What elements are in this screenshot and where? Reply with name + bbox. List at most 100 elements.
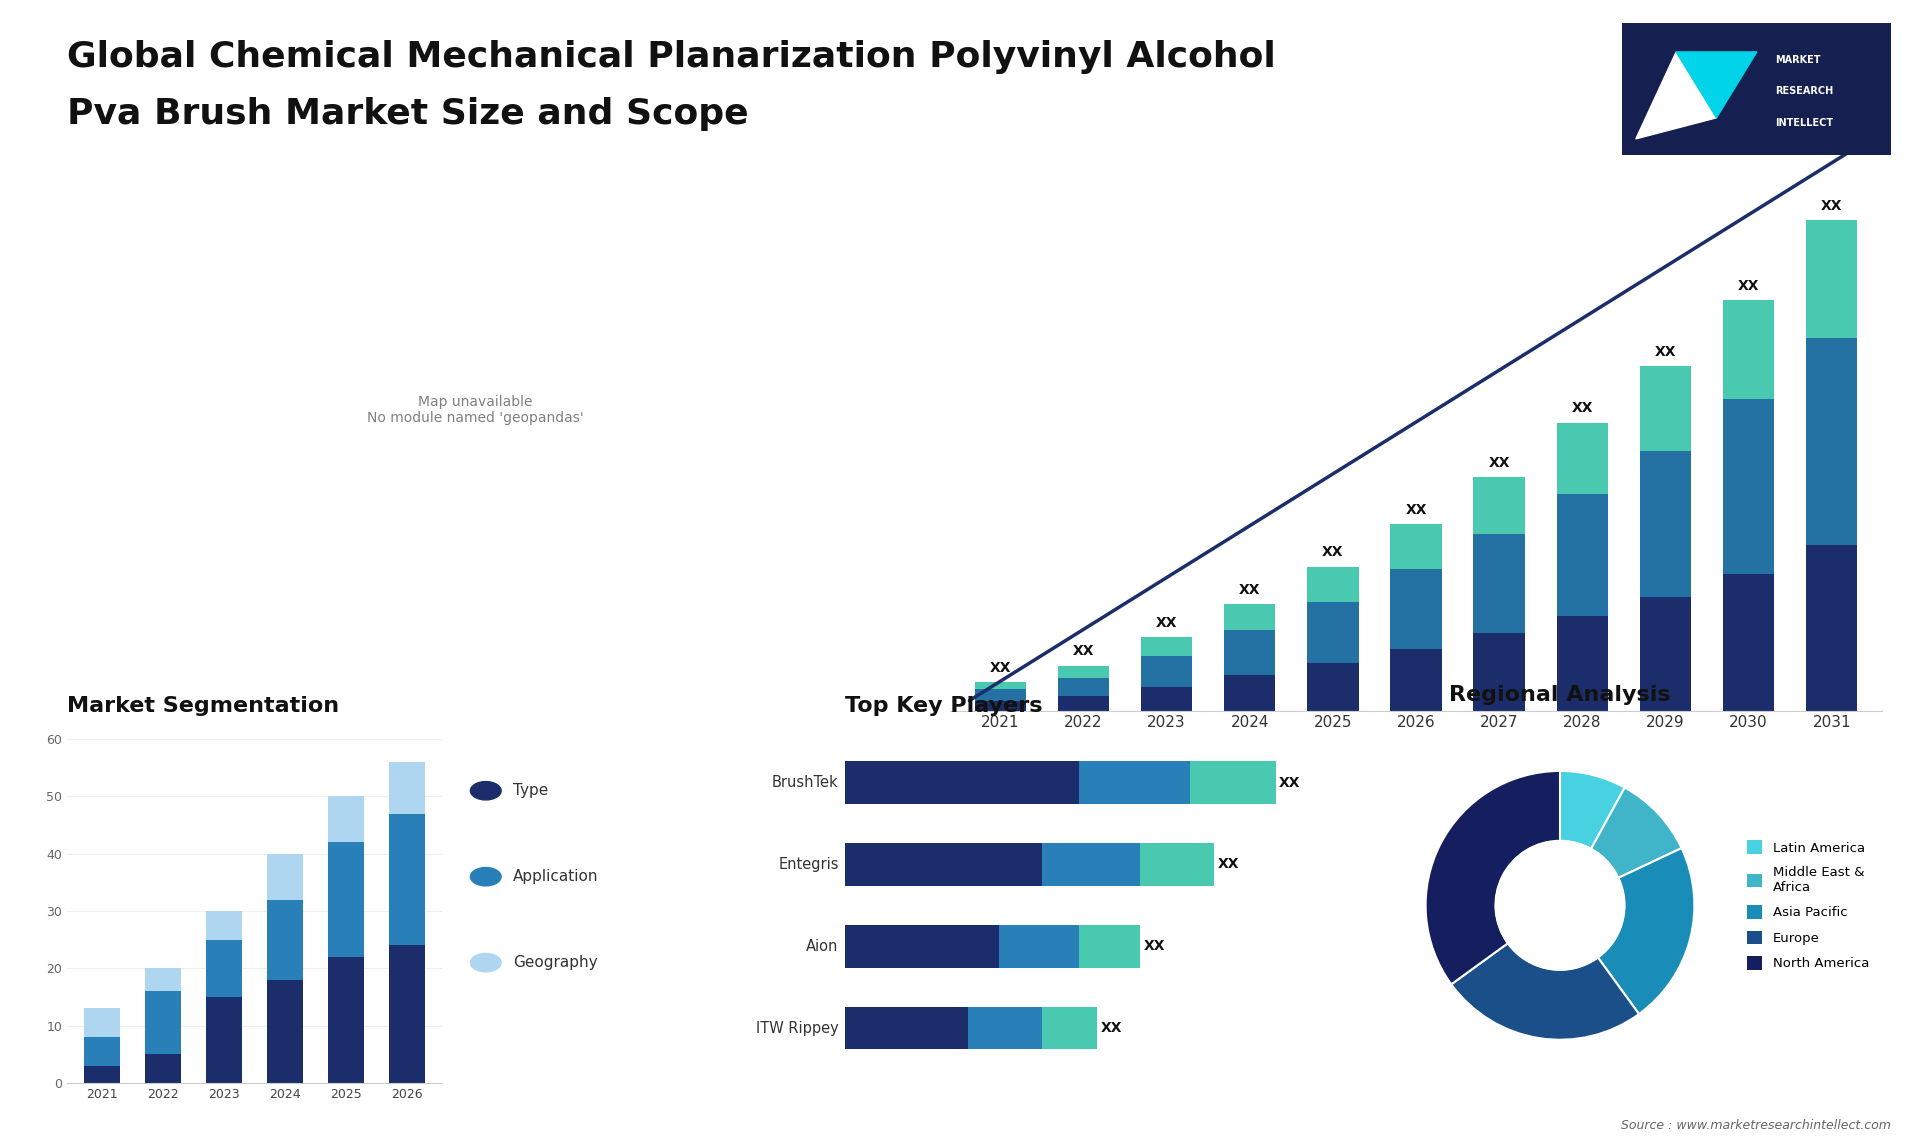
Bar — [205, 911, 242, 940]
Bar — [1390, 524, 1442, 570]
Bar — [146, 1054, 180, 1083]
Legend: Latin America, Middle East &
Africa, Asia Pacific, Europe, North America: Latin America, Middle East & Africa, Asi… — [1741, 835, 1874, 975]
Bar — [1640, 367, 1692, 452]
Bar — [328, 796, 363, 842]
Text: Top Key Players: Top Key Players — [845, 697, 1043, 716]
Bar — [968, 1007, 1043, 1050]
Bar — [84, 1037, 119, 1066]
Bar — [1557, 423, 1609, 494]
Text: ITW Rippey: ITW Rippey — [756, 1021, 839, 1036]
Text: XX: XX — [1100, 1021, 1121, 1035]
Bar — [1807, 338, 1857, 545]
Bar — [1058, 666, 1110, 677]
Bar — [975, 701, 1025, 711]
Bar — [845, 925, 998, 967]
Bar — [1390, 570, 1442, 649]
Bar — [1473, 477, 1524, 534]
Bar — [328, 842, 363, 957]
Text: XX: XX — [1323, 545, 1344, 559]
Text: XX: XX — [1156, 617, 1177, 630]
Text: Geography: Geography — [513, 955, 597, 971]
Text: XX: XX — [1217, 857, 1238, 871]
Wedge shape — [1452, 943, 1640, 1039]
Text: XX: XX — [989, 661, 1012, 675]
Bar — [1058, 677, 1110, 697]
Circle shape — [1496, 841, 1624, 970]
Bar — [1308, 566, 1359, 602]
Text: INTELLECT: INTELLECT — [1776, 118, 1834, 128]
Bar — [1223, 604, 1275, 630]
Bar — [998, 925, 1079, 967]
Bar — [975, 689, 1025, 701]
Bar — [1190, 761, 1277, 803]
Text: Pva Brush Market Size and Scope: Pva Brush Market Size and Scope — [67, 97, 749, 132]
Bar — [975, 682, 1025, 689]
Bar — [1473, 534, 1524, 633]
Bar — [1308, 664, 1359, 711]
Text: Application: Application — [513, 869, 599, 885]
Bar — [1722, 399, 1774, 574]
Bar — [205, 997, 242, 1083]
Text: Market Segmentation: Market Segmentation — [67, 697, 340, 716]
Polygon shape — [1636, 52, 1716, 139]
Bar — [1722, 574, 1774, 711]
Bar — [146, 968, 180, 991]
Text: RESEARCH: RESEARCH — [1776, 86, 1834, 96]
Bar — [1473, 633, 1524, 711]
Text: XX: XX — [1572, 401, 1594, 416]
Polygon shape — [1676, 52, 1757, 118]
Text: Type: Type — [513, 783, 547, 799]
Bar — [205, 940, 242, 997]
Bar — [390, 814, 424, 945]
Text: XX: XX — [1238, 583, 1260, 597]
Bar — [1079, 761, 1190, 803]
Text: XX: XX — [1144, 940, 1165, 953]
Bar — [845, 1007, 968, 1050]
Bar — [146, 991, 180, 1054]
Bar — [1390, 649, 1442, 711]
Text: XX: XX — [1279, 776, 1300, 790]
Text: Regional Analysis: Regional Analysis — [1450, 685, 1670, 705]
Wedge shape — [1427, 771, 1561, 984]
Bar — [1058, 697, 1110, 711]
Bar — [390, 762, 424, 814]
Text: XX: XX — [1655, 345, 1676, 359]
Bar — [1223, 675, 1275, 711]
Wedge shape — [1592, 787, 1682, 878]
Text: Global Chemical Mechanical Planarization Polyvinyl Alcohol: Global Chemical Mechanical Planarization… — [67, 40, 1277, 74]
Bar — [1557, 494, 1609, 617]
Text: Map unavailable
No module named 'geopandas': Map unavailable No module named 'geopand… — [367, 394, 584, 425]
Text: Aion: Aion — [806, 939, 839, 953]
Bar — [1140, 657, 1192, 686]
Wedge shape — [1597, 848, 1693, 1014]
Bar — [1807, 220, 1857, 338]
Bar — [267, 854, 303, 900]
Bar — [1140, 686, 1192, 711]
Bar — [1308, 602, 1359, 664]
Text: Source : www.marketresearchintellect.com: Source : www.marketresearchintellect.com — [1620, 1120, 1891, 1132]
Wedge shape — [1559, 771, 1624, 849]
Text: XX: XX — [1738, 278, 1759, 293]
Bar — [1807, 545, 1857, 711]
Bar — [1140, 843, 1213, 886]
Text: XX: XX — [1405, 503, 1427, 517]
Bar — [1640, 452, 1692, 597]
Bar — [1223, 630, 1275, 675]
Bar — [328, 957, 363, 1083]
Bar — [1722, 300, 1774, 399]
Bar — [84, 1066, 119, 1083]
Bar — [1043, 1007, 1098, 1050]
Bar — [1079, 925, 1140, 967]
Bar — [845, 761, 1079, 803]
Bar — [267, 980, 303, 1083]
Bar — [390, 945, 424, 1083]
Bar — [1043, 843, 1140, 886]
Bar — [1557, 617, 1609, 711]
Bar — [267, 900, 303, 980]
Bar — [845, 843, 1043, 886]
Text: Entegris: Entegris — [778, 857, 839, 872]
Bar — [1140, 637, 1192, 657]
Bar — [84, 1008, 119, 1037]
Text: XX: XX — [1820, 198, 1843, 213]
Text: MARKET: MARKET — [1776, 55, 1820, 65]
